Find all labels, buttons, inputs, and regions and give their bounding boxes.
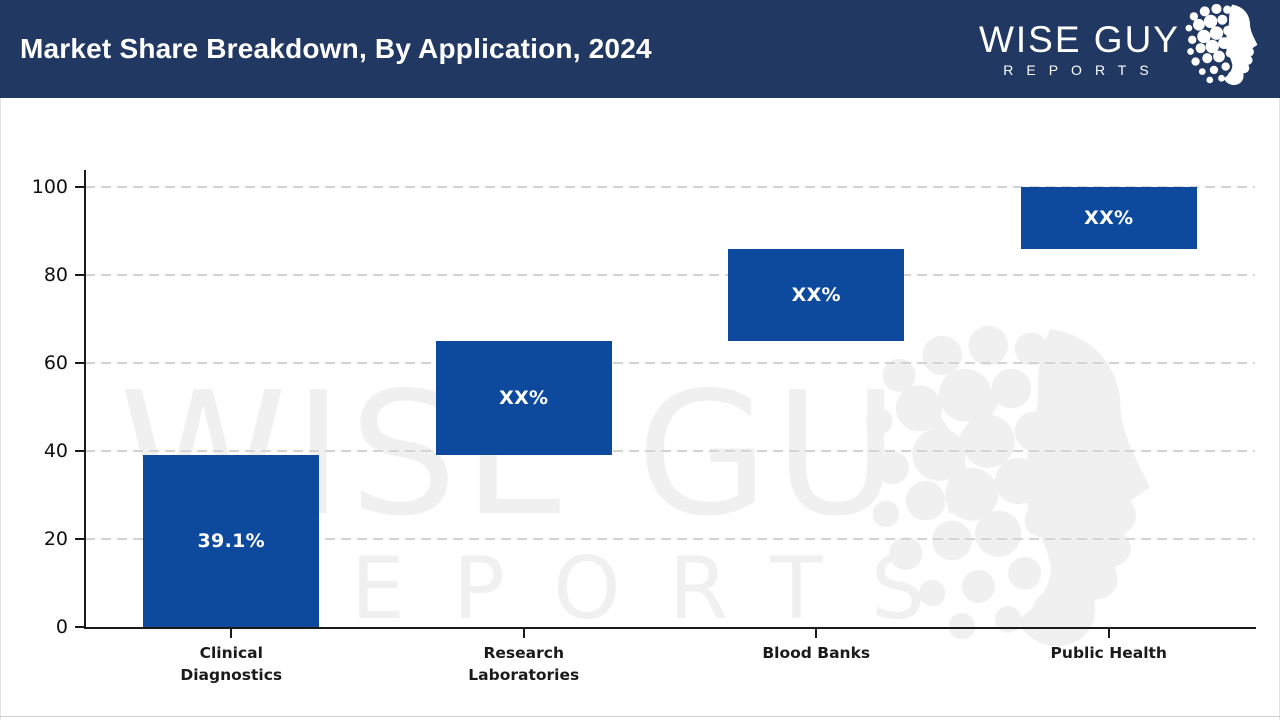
bar-blood-banks: XX% (728, 248, 905, 341)
brand-logo-text: WISE GUY REPORTS (979, 21, 1180, 78)
bar-value-label: XX% (499, 386, 549, 409)
y-tick-label-0: 0 (55, 616, 68, 638)
header-bar: Market Share Breakdown, By Application, … (0, 0, 1280, 98)
brand-logo: WISE GUY REPORTS (979, 3, 1266, 95)
plot-area: 0 20 40 60 80 100 39.1% Clinical Diagnostics XX%… (32, 170, 1256, 684)
bar-clinical-diagnostics: 39.1% (143, 454, 320, 627)
y-tick-20 (75, 538, 84, 540)
y-tick-40 (75, 450, 84, 452)
gridline-80 (85, 274, 1255, 276)
x-category-label-research-laboratories: Research Laboratories (468, 644, 580, 684)
y-tick-label-40: 40 (43, 440, 68, 462)
bar-value-label: XX% (1084, 206, 1134, 229)
gridline-20 (85, 538, 1255, 540)
x-tick-clinical-diagnostics (230, 629, 233, 638)
y-tick-100 (75, 186, 84, 188)
x-tick-research-laboratories (522, 629, 525, 638)
x-category-label-blood-banks: Blood Banks (762, 644, 871, 662)
x-tick-blood-banks (815, 629, 818, 638)
bar-value-label: XX% (791, 283, 841, 306)
gridline-60 (85, 362, 1255, 364)
bar-research-laboratories: XX% (435, 341, 612, 455)
x-category-label-clinical-diagnostics: Clinical Diagnostics (180, 644, 283, 684)
y-tick-0 (75, 626, 84, 628)
y-tick-60 (75, 362, 84, 364)
dotted-head-icon (1185, 3, 1258, 86)
page-title: Market Share Breakdown, By Application, … (20, 33, 652, 64)
bar-public-health: XX% (1020, 187, 1197, 249)
y-tick-label-100: 100 (31, 176, 68, 198)
brand-name: WISE GUY (978, 18, 1180, 60)
footer-divider (0, 716, 1280, 717)
gridline-40 (85, 450, 1255, 452)
brand-subtitle: REPORTS (1003, 61, 1162, 78)
y-tick-label-20: 20 (43, 528, 68, 550)
chart-area: WISE GUY REPORTS (0, 98, 1280, 720)
y-axis-line (84, 170, 86, 629)
x-axis-line (84, 627, 1256, 629)
watermark-head-icon (866, 325, 1150, 647)
gridline-100 (85, 186, 1255, 188)
y-tick-label-80: 80 (43, 264, 68, 286)
x-tick-public-health (1107, 629, 1110, 638)
watermark-text-line2: REPORTS (243, 539, 974, 639)
y-tick-80 (75, 274, 84, 276)
x-category-label-public-health: Public Health (1050, 644, 1167, 662)
y-tick-label-60: 60 (43, 352, 68, 374)
bar-value-label: 39.1% (197, 529, 265, 552)
